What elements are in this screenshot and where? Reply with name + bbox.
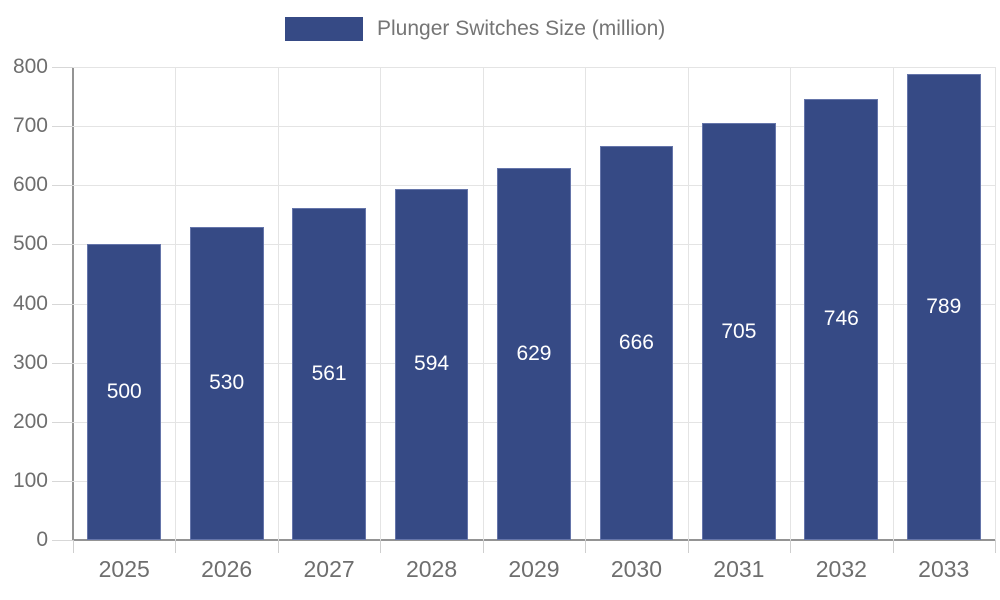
gridline-horizontal — [73, 126, 995, 128]
x-tick-label: 2025 — [98, 556, 150, 582]
y-tick — [52, 67, 73, 68]
y-tick — [52, 185, 73, 187]
bar-2032 — [804, 98, 879, 540]
x-tick-label: 2033 — [918, 556, 970, 582]
x-tick — [277, 540, 279, 553]
gridline-vertical — [277, 67, 279, 540]
y-tick — [52, 303, 73, 305]
x-tick — [687, 540, 689, 553]
x-tick-label: 2026 — [201, 556, 253, 582]
y-tick-label: 400 — [12, 291, 48, 315]
bar-value-label: 530 — [209, 371, 245, 395]
plot-area: 500 530 561 594 629 666 705 746 789 — [73, 67, 996, 540]
x-tick — [995, 540, 996, 553]
bar-value-label: 561 — [311, 362, 347, 386]
bar-2027 — [292, 208, 366, 540]
x-tick — [175, 540, 177, 553]
bar-value-label: 746 — [823, 307, 859, 331]
legend-label: Plunger Switches Size (million) — [377, 17, 666, 40]
y-tick-label: 100 — [12, 468, 48, 492]
x-tick — [790, 540, 792, 553]
y-tick-label: 0 — [36, 528, 48, 551]
y-tick — [52, 421, 73, 423]
y-tick — [52, 540, 73, 541]
bar-2033 — [906, 73, 981, 540]
x-tick-label: 2028 — [405, 556, 458, 582]
y-tick-label: 800 — [12, 55, 48, 78]
bar-value-label: 666 — [618, 331, 654, 355]
bar-value-label: 594 — [414, 352, 450, 376]
x-tick-label: 2027 — [303, 556, 355, 582]
bar-value-label: 789 — [926, 294, 962, 318]
bar-value-label: 500 — [106, 380, 142, 404]
bar-2031 — [702, 123, 776, 540]
legend: Plunger Switches Size (million) — [285, 17, 665, 41]
x-tick — [585, 540, 587, 553]
gridline-vertical — [585, 67, 587, 540]
y-tick-label: 600 — [12, 173, 48, 197]
bar-2028 — [394, 188, 469, 540]
bar-2029 — [497, 168, 571, 540]
gridline-vertical — [790, 67, 792, 540]
y-tick — [52, 244, 73, 246]
gridline-horizontal — [73, 67, 995, 68]
bar-2026 — [189, 226, 264, 540]
bar-2025 — [87, 244, 162, 540]
gridline-vertical — [687, 67, 689, 540]
x-tick — [73, 540, 74, 553]
x-tick-label: 2032 — [815, 556, 867, 582]
y-tick-label: 200 — [12, 409, 48, 433]
x-tick-label: 2030 — [610, 556, 663, 582]
y-tick-label: 700 — [12, 114, 48, 138]
legend-swatch — [285, 17, 363, 41]
x-axis-line — [72, 539, 996, 541]
gridline-vertical — [175, 67, 177, 540]
x-tick — [482, 540, 484, 553]
x-tick — [892, 540, 894, 553]
y-tick — [52, 362, 73, 364]
bar-value-label: 705 — [721, 319, 757, 343]
x-tick-label: 2029 — [508, 556, 560, 582]
gridline-vertical — [482, 67, 484, 540]
y-tick-label: 300 — [12, 350, 48, 374]
y-tick-label: 500 — [12, 232, 48, 256]
y-tick — [52, 126, 73, 128]
bar-value-label: 629 — [516, 342, 552, 366]
gridline-vertical — [380, 67, 382, 540]
x-tick — [380, 540, 382, 553]
y-tick — [52, 480, 73, 482]
gridline-vertical — [892, 67, 894, 540]
gridline-vertical — [995, 67, 996, 540]
x-tick-label: 2031 — [713, 556, 765, 582]
bar-2030 — [599, 146, 674, 540]
